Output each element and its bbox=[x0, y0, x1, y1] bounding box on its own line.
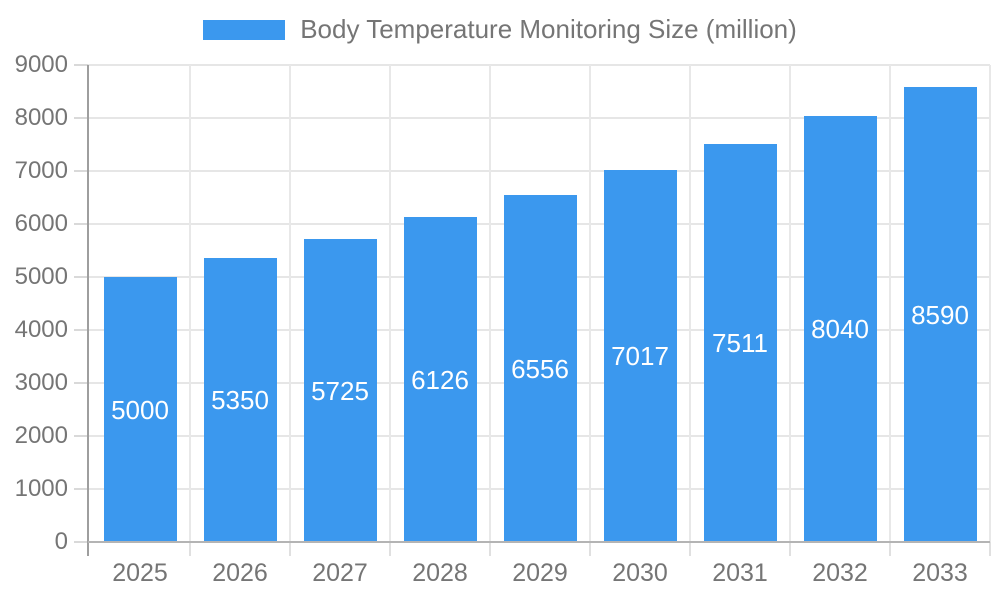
x-axis-baseline bbox=[88, 541, 990, 543]
bar[interactable]: 5000 bbox=[103, 277, 177, 542]
x-axis-tick-label: 2027 bbox=[312, 559, 368, 587]
x-tick-mark bbox=[589, 542, 591, 556]
bar[interactable]: 6126 bbox=[403, 217, 477, 542]
y-tick-mark bbox=[74, 382, 88, 384]
gridline-vertical bbox=[389, 65, 391, 542]
bar[interactable]: 5725 bbox=[303, 239, 377, 542]
bar-value-label: 8590 bbox=[911, 300, 969, 330]
y-axis-tick-label: 8000 bbox=[14, 104, 68, 131]
gridline-horizontal bbox=[88, 170, 990, 172]
bar-value-label: 7017 bbox=[611, 341, 669, 371]
y-axis-tick-label: 2000 bbox=[14, 422, 68, 449]
x-axis-tick-label: 2026 bbox=[212, 559, 268, 587]
y-tick-mark bbox=[74, 329, 88, 331]
y-tick-mark bbox=[74, 170, 88, 172]
x-tick-mark bbox=[189, 542, 191, 556]
gridline-vertical bbox=[989, 65, 991, 542]
gridline-vertical bbox=[889, 65, 891, 542]
x-tick-mark bbox=[289, 542, 291, 556]
bar-value-label: 7511 bbox=[712, 328, 768, 358]
x-axis-tick-label: 2025 bbox=[112, 559, 168, 587]
y-axis-tick-label: 7000 bbox=[14, 157, 68, 184]
gridline-vertical bbox=[789, 65, 791, 542]
x-axis-tick-label: 2031 bbox=[712, 559, 768, 587]
y-tick-mark bbox=[74, 64, 88, 66]
y-axis-tick-label: 6000 bbox=[14, 210, 68, 237]
y-axis-line bbox=[87, 65, 89, 556]
bar[interactable]: 8590 bbox=[903, 87, 977, 542]
bar[interactable]: 7511 bbox=[703, 144, 777, 542]
bar-value-label: 8040 bbox=[811, 314, 869, 344]
y-tick-mark bbox=[74, 223, 88, 225]
y-axis-tick-label: 4000 bbox=[14, 316, 68, 343]
x-tick-mark bbox=[389, 542, 391, 556]
bar[interactable]: 7017 bbox=[603, 170, 677, 542]
x-axis-tick-label: 2032 bbox=[812, 559, 868, 587]
x-tick-mark bbox=[889, 542, 891, 556]
y-tick-mark bbox=[74, 541, 88, 543]
x-axis-tick-label: 2029 bbox=[512, 559, 568, 587]
y-axis-tick-label: 0 bbox=[54, 528, 68, 555]
bar-value-label: 6556 bbox=[511, 354, 569, 384]
legend-swatch-icon bbox=[203, 19, 286, 40]
gridline-vertical bbox=[489, 65, 491, 542]
y-tick-mark bbox=[74, 488, 88, 490]
bar-value-label: 5725 bbox=[311, 376, 369, 406]
x-axis-tick-label: 2030 bbox=[612, 559, 668, 587]
gridline-vertical bbox=[689, 65, 691, 542]
bar-value-label: 5350 bbox=[211, 385, 269, 415]
gridline-vertical bbox=[189, 65, 191, 542]
y-tick-mark bbox=[74, 435, 88, 437]
bar-value-label: 5000 bbox=[111, 395, 169, 425]
bar-value-label: 6126 bbox=[411, 365, 469, 395]
gridline-horizontal bbox=[88, 64, 990, 66]
x-tick-mark bbox=[489, 542, 491, 556]
bar[interactable]: 5350 bbox=[203, 258, 277, 542]
x-tick-mark bbox=[989, 542, 991, 556]
y-axis-tick-label: 9000 bbox=[14, 51, 68, 78]
legend-label: Body Temperature Monitoring Size (millio… bbox=[300, 14, 797, 44]
bar[interactable]: 8040 bbox=[803, 116, 877, 542]
gridline-horizontal bbox=[88, 117, 990, 119]
y-axis-tick-label: 1000 bbox=[14, 475, 68, 502]
x-axis-tick-label: 2033 bbox=[912, 559, 968, 587]
y-axis-tick-label: 3000 bbox=[14, 369, 68, 396]
y-tick-mark bbox=[74, 117, 88, 119]
gridline-vertical bbox=[589, 65, 591, 542]
gridline-vertical bbox=[289, 65, 291, 542]
x-axis-tick-label: 2028 bbox=[412, 559, 468, 587]
y-tick-mark bbox=[74, 276, 88, 278]
legend[interactable]: Body Temperature Monitoring Size (millio… bbox=[0, 14, 1000, 45]
bar[interactable]: 6556 bbox=[503, 195, 577, 542]
y-axis-tick-label: 5000 bbox=[14, 263, 68, 290]
x-tick-mark bbox=[789, 542, 791, 556]
x-tick-mark bbox=[689, 542, 691, 556]
